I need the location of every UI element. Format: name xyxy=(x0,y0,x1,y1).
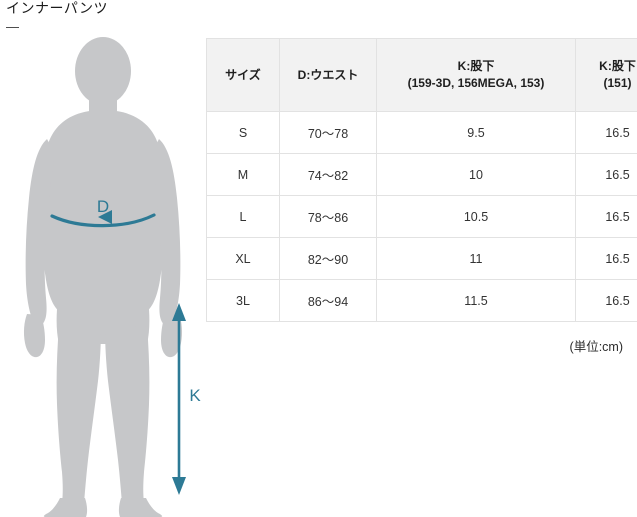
cell-waist: 86〜94 xyxy=(279,279,377,322)
column-header-inseam-alt: K:股下 (151) xyxy=(575,38,637,112)
size-table-container: サイズ D:ウエスト K:股下 (159-3D, 156MEGA, 153) K… xyxy=(206,38,637,322)
cell-inseam-alt: 16.5 xyxy=(575,153,637,196)
table-body: S 70〜78 9.5 16.5 M 74〜82 10 16.5 L 78〜86… xyxy=(206,111,637,322)
cell-size: M xyxy=(206,153,280,196)
column-header-size: サイズ xyxy=(206,38,280,112)
cell-inseam-main: 11 xyxy=(376,237,576,280)
table-row: XL 82〜90 11 16.5 xyxy=(206,237,637,280)
cell-size: L xyxy=(206,195,280,238)
silhouette-right-foot xyxy=(118,498,163,517)
cell-inseam-main: 11.5 xyxy=(376,279,576,322)
inseam-measure-arrow-icon xyxy=(172,303,186,495)
column-header-waist: D:ウエスト xyxy=(279,38,377,112)
cell-inseam-main: 10 xyxy=(376,153,576,196)
silhouette-left-leg xyxy=(56,326,101,503)
male-body-silhouette-icon: D K xyxy=(23,37,201,517)
cell-inseam-alt: 16.5 xyxy=(575,237,637,280)
table-row: S 70〜78 9.5 16.5 xyxy=(206,111,637,154)
cell-waist: 70〜78 xyxy=(279,111,377,154)
cell-inseam-main: 9.5 xyxy=(376,111,576,154)
table-header: サイズ D:ウエスト K:股下 (159-3D, 156MEGA, 153) K… xyxy=(206,38,637,112)
unit-note: (単位:cm) xyxy=(569,340,623,354)
size-chart-table: サイズ D:ウエスト K:股下 (159-3D, 156MEGA, 153) K… xyxy=(206,38,637,322)
silhouette-right-leg xyxy=(105,326,150,503)
title-block: インナーパンツ — xyxy=(6,0,246,34)
inseam-measure-label: K xyxy=(189,386,201,405)
cell-waist: 78〜86 xyxy=(279,195,377,238)
title-dash: — xyxy=(6,19,19,34)
silhouette-right-hand xyxy=(161,314,183,358)
waist-measure-arrow-icon xyxy=(50,210,156,228)
cell-inseam-alt: 16.5 xyxy=(575,279,637,322)
silhouette-right-arm xyxy=(151,139,181,326)
table-row: L 78〜86 10.5 16.5 xyxy=(206,195,637,238)
column-header-inseam-alt-line1: K:股下 xyxy=(599,59,636,73)
cell-inseam-alt: 16.5 xyxy=(575,195,637,238)
cell-inseam-main: 10.5 xyxy=(376,195,576,238)
silhouette-left-foot xyxy=(43,498,88,517)
cell-size: XL xyxy=(206,237,280,280)
cell-waist: 82〜90 xyxy=(279,237,377,280)
body-diagram-panel: D K xyxy=(0,26,205,517)
table-row: M 74〜82 10 16.5 xyxy=(206,153,637,196)
column-header-inseam-alt-line2: (151) xyxy=(603,76,632,90)
cell-waist: 74〜82 xyxy=(279,153,377,196)
silhouette-left-hand xyxy=(23,314,45,358)
table-header-row: サイズ D:ウエスト K:股下 (159-3D, 156MEGA, 153) K… xyxy=(206,38,637,112)
column-header-inseam-main-line2: (159-3D, 156MEGA, 153) xyxy=(407,76,545,90)
cell-inseam-alt: 16.5 xyxy=(575,111,637,154)
table-row: 3L 86〜94 11.5 16.5 xyxy=(206,279,637,322)
waist-measure-label: D xyxy=(97,197,109,216)
column-header-waist-line1: D:ウエスト xyxy=(297,67,359,82)
column-header-inseam-main-line1: K:股下 xyxy=(457,59,495,73)
column-header-size-line1: サイズ xyxy=(225,67,261,82)
column-header-inseam-main: K:股下 (159-3D, 156MEGA, 153) xyxy=(376,38,576,112)
cell-size: 3L xyxy=(206,279,280,322)
silhouette-head xyxy=(75,37,131,105)
cell-size: S xyxy=(206,111,280,154)
silhouette-left-arm xyxy=(25,139,55,326)
page-title: インナーパンツ xyxy=(6,0,109,16)
silhouette-torso xyxy=(40,110,166,313)
